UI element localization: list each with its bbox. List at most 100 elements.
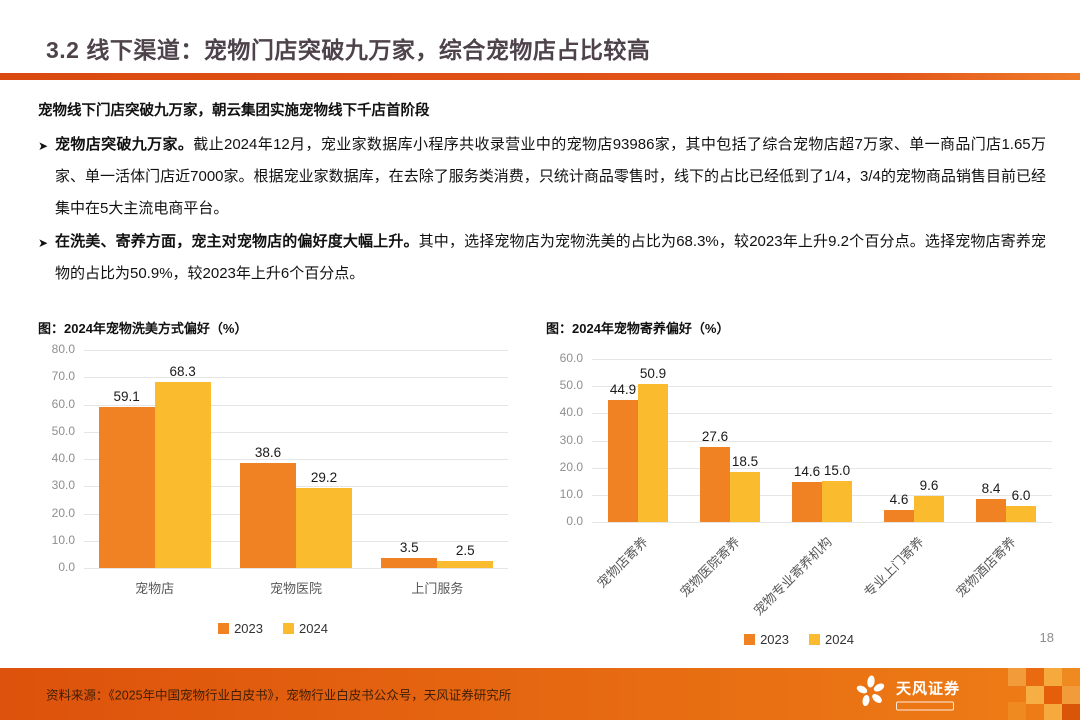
gridline — [84, 350, 508, 351]
bar-wrap: 4.6 — [884, 359, 914, 522]
x-axis-label: 宠物店寄养 — [594, 534, 651, 591]
bar-wrap: 50.9 — [638, 359, 668, 522]
x-axis-cell: 专业上门寄养 — [861, 522, 960, 622]
x-axis-labels: 宠物店 宠物医院 上门服务 — [84, 568, 508, 597]
body-text-block: 宠物线下门店突破九万家，朝云集团实施宠物线下千店首阶段 ➤ 宠物店突破九万家。截止… — [38, 99, 1046, 291]
legend-swatch — [744, 634, 756, 645]
bar-2023 — [884, 509, 914, 522]
y-axis: 0.0 10.0 20.0 30.0 40.0 50.0 60.0 — [546, 351, 592, 528]
bullet-item: ➤ 宠物店突破九万家。截止2024年12月，宠业家数据库小程序共收录营业中的宠物店… — [38, 129, 1046, 225]
bullet-arrow-icon: ➤ — [38, 139, 49, 153]
legend-swatch — [809, 634, 820, 645]
plot-area: 44.9 50.9 27.6 18.5 14.6 15.0 4.6 9.6 8.4 6.0 — [592, 359, 1052, 523]
mosaic-tile — [1044, 686, 1062, 704]
x-axis-label: 宠物店 — [135, 581, 175, 596]
bar-2024 — [437, 561, 494, 568]
mosaic-tile — [1062, 704, 1080, 720]
bullet-text: 截止2024年12月，宠业家数据库小程序共收录营业中的宠物店93986家，其中包… — [55, 136, 1046, 217]
legend-item: 2024 — [809, 632, 854, 647]
y-tick-label: 40.0 — [559, 405, 583, 420]
x-axis-cell: 宠物医院 — [225, 568, 366, 597]
legend-swatch — [218, 623, 230, 634]
mosaic-tile — [1044, 668, 1062, 686]
bar-group: 3.5 2.5 — [381, 350, 494, 568]
y-tick-label: 50.0 — [51, 423, 75, 438]
legend-item: 2023 — [218, 621, 263, 636]
mosaic-tile — [1008, 668, 1026, 686]
gridline — [84, 431, 508, 433]
legend-item: 2024 — [283, 621, 328, 636]
bar-2023 — [792, 482, 822, 522]
y-tick-label: 70.0 — [51, 369, 75, 384]
bar-value-label: 29.2 — [310, 470, 338, 486]
bar-value-label: 8.4 — [981, 481, 1001, 497]
logo-text-wrap: 天风证券 — [895, 678, 960, 711]
grooming-preference-chart: 图：2024年宠物洗美方式偏好（%） 0.0 10.0 20.0 30.0 40.0 50… — [38, 318, 508, 636]
x-axis-label: 宠物医院 — [269, 581, 322, 596]
bar-2023 — [976, 499, 1006, 522]
x-axis-label: 专业上门寄养 — [860, 534, 927, 600]
y-tick-label: 20.0 — [51, 505, 75, 520]
bar-value-label: 9.6 — [919, 477, 939, 493]
bar-wrap: 38.6 — [239, 350, 296, 568]
bar-value-label: 68.3 — [169, 363, 196, 379]
logo-name: 天风证券 — [895, 680, 960, 698]
chart-legend: 2023 2024 — [38, 621, 508, 636]
plot-area: 59.1 68.3 38.6 29.2 3.5 2.5 — [84, 350, 508, 569]
bullet-bold-text: 在洗美、寄养方面，宠主对宠物店的偏好度大幅上升。 — [55, 233, 419, 250]
gridline — [592, 440, 1052, 442]
bar-value-label: 18.5 — [731, 453, 759, 469]
bar-2023 — [608, 400, 638, 522]
bar-2023 — [239, 462, 296, 568]
mosaic-tile — [1062, 686, 1080, 704]
x-axis-cell: 宠物店 — [84, 568, 225, 597]
body-heading: 宠物线下门店突破九万家，朝云集团实施宠物线下千店首阶段 — [38, 103, 430, 119]
gridline — [84, 404, 508, 406]
x-axis-label: 上门服务 — [411, 581, 464, 596]
gridline — [592, 467, 1052, 469]
mosaic-tile — [1008, 702, 1026, 720]
mosaic-tile — [1026, 686, 1044, 704]
gridline — [592, 359, 1052, 360]
mosaic-tile — [1026, 668, 1044, 686]
y-tick-label: 0.0 — [58, 560, 75, 574]
bar-value-label: 15.0 — [823, 463, 851, 479]
bar-value-label: 14.6 — [793, 464, 821, 480]
source-note: 资料来源：《2025年中国宠物行业白皮书》，宠物行业白皮书公众号，天风证券研究所 — [46, 688, 512, 703]
legend-label: 2023 — [760, 632, 789, 647]
bar-groups: 59.1 68.3 38.6 29.2 3.5 2.5 — [84, 350, 508, 568]
legend-swatch — [283, 623, 294, 634]
legend-label: 2024 — [299, 621, 328, 636]
bar-2023 — [381, 558, 438, 568]
gridline — [592, 413, 1052, 415]
bar-wrap: 14.6 — [792, 359, 822, 522]
bar-wrap: 3.5 — [381, 350, 438, 568]
x-axis-label: 宠物医院寄养 — [676, 534, 743, 600]
bar-groups: 44.9 50.9 27.6 18.5 14.6 15.0 4.6 9.6 8.4 6.0 — [592, 359, 1052, 522]
bar-2024 — [638, 383, 668, 522]
bullet-item: ➤ 在洗美、寄养方面，宠主对宠物店的偏好度大幅上升。其中，选择宠物店为宠物洗美的占… — [38, 226, 1046, 290]
x-axis-labels: 宠物店寄养 宠物医院寄养 宠物专业寄养机构 专业上门寄养 宠物酒店寄养 — [592, 522, 1052, 622]
y-tick-label: 20.0 — [559, 459, 583, 474]
bar-wrap: 6.0 — [1006, 359, 1036, 522]
y-tick-label: 10.0 — [559, 486, 583, 501]
gridline — [84, 377, 508, 379]
bar-wrap: 68.3 — [154, 350, 211, 568]
bar-value-label: 27.6 — [701, 429, 729, 445]
y-tick-label: 60.0 — [51, 396, 75, 411]
x-axis-row: 宠物店寄养 宠物医院寄养 宠物专业寄养机构 专业上门寄养 宠物酒店寄养 — [546, 522, 1052, 622]
chart-body: 0.0 10.0 20.0 30.0 40.0 50.0 60.0 44.9 50.9 27.6… — [546, 351, 1052, 528]
x-axis-spacer — [38, 568, 84, 597]
bar-wrap: 44.9 — [608, 359, 638, 522]
bar-2024 — [822, 481, 852, 522]
gridline — [84, 486, 508, 488]
bar-wrap: 9.6 — [914, 359, 944, 522]
mosaic-tile — [1044, 704, 1062, 720]
bar-group: 38.6 29.2 — [239, 350, 352, 568]
y-tick-label: 80.0 — [51, 342, 75, 356]
bar-2023 — [98, 406, 155, 568]
legend-item: 2023 — [744, 632, 789, 647]
x-axis-spacer — [546, 522, 592, 622]
y-tick-label: 30.0 — [51, 478, 75, 493]
bar-2024 — [295, 488, 352, 568]
